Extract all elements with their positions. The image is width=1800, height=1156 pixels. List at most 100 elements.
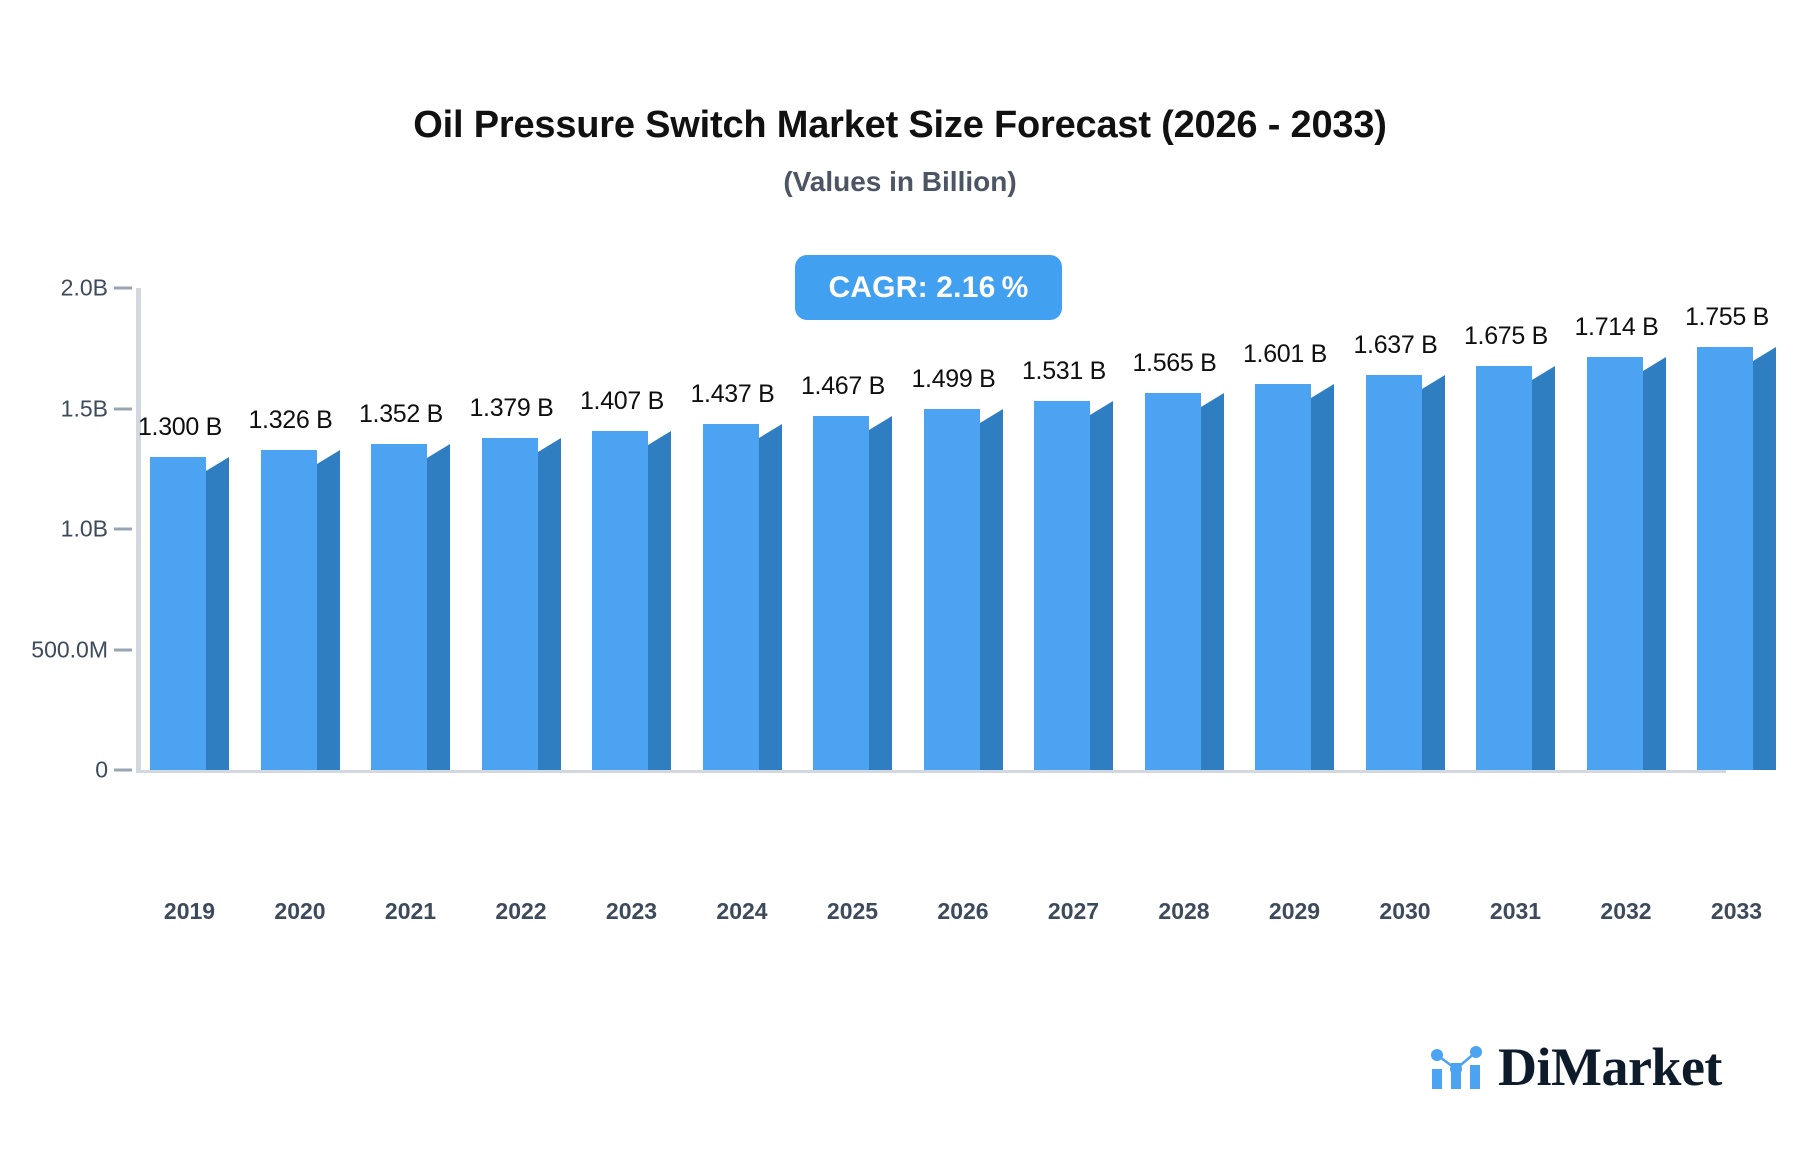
x-axis-tick-label: 2024	[716, 898, 768, 924]
y-axis-tick-label: 500.0M	[31, 636, 108, 662]
bar-front-face	[1034, 401, 1090, 770]
cagr-badge: CAGR: 2.16 %	[795, 255, 1062, 320]
bar-top-face	[1421, 375, 1445, 390]
bar-top-face	[206, 456, 229, 471]
bar-side-face	[1200, 406, 1224, 770]
bar[interactable]	[150, 456, 229, 770]
y-axis-tick-mark	[114, 648, 132, 651]
bar-front-face	[923, 408, 980, 770]
bar-side-face	[1642, 370, 1666, 770]
bar-front-face	[702, 423, 759, 770]
bar[interactable]	[923, 408, 1003, 770]
x-axis-tick-label: 2022	[495, 898, 547, 924]
page-title: Oil Pressure Switch Market Size Forecast…	[413, 104, 1387, 146]
bar-side-face	[648, 444, 671, 770]
bar-side-face	[537, 451, 561, 770]
brand-logo: DiMarket	[1430, 1040, 1722, 1094]
bar[interactable]	[481, 437, 561, 770]
bar-side-face	[979, 422, 1003, 770]
x-axis-tick-label: 2026	[937, 898, 989, 924]
bar-side-face	[869, 430, 892, 770]
bar-value-label: 1.407 B	[579, 386, 665, 415]
bar-top-face	[427, 444, 450, 459]
bar-value-label: 1.467 B	[800, 372, 886, 401]
x-axis-tick-label: 2028	[1158, 898, 1210, 924]
bar-side-face	[1311, 398, 1334, 770]
bar-value-label: 1.352 B	[358, 400, 444, 429]
bar-chart-logo-icon	[1430, 1043, 1484, 1091]
x-axis-tick-label: 2020	[274, 898, 326, 924]
bar-value-label: 1.714 B	[1574, 312, 1659, 341]
x-axis-tick-label: 2025	[826, 898, 879, 924]
bar-value-label: 1.637 B	[1353, 331, 1438, 360]
bar-value-label: 1.379 B	[469, 393, 554, 422]
bar-front-face	[592, 430, 648, 770]
bar-front-face	[813, 416, 869, 770]
bar-side-face	[206, 470, 229, 770]
y-axis-tick-label: 1.0B	[60, 515, 108, 542]
x-axis-tick-label: 2032	[1600, 898, 1652, 924]
bar-top-face	[1090, 401, 1113, 416]
bar[interactable]	[1476, 366, 1555, 770]
bar-top-face	[1311, 384, 1334, 399]
bar-side-face	[1421, 389, 1445, 770]
bar-value-label: 1.531 B	[1021, 357, 1107, 386]
bar[interactable]	[1586, 356, 1666, 770]
bar[interactable]	[1255, 384, 1334, 770]
bar-top-face	[1532, 366, 1555, 381]
bar-value-label: 1.300 B	[137, 412, 223, 441]
y-axis-tick-label: 1.5B	[60, 395, 108, 421]
x-axis-line	[136, 770, 1726, 773]
y-axis-tick-mark	[114, 527, 132, 531]
bar[interactable]	[1697, 347, 1776, 770]
bar-value-label: 1.565 B	[1132, 348, 1217, 377]
bar[interactable]	[371, 444, 450, 770]
bar[interactable]	[813, 416, 892, 770]
bar-top-face	[869, 416, 892, 431]
bar-front-face	[371, 444, 427, 770]
bar-front-face	[150, 456, 206, 770]
bar-side-face	[1090, 415, 1113, 770]
y-axis-tick-mark	[114, 286, 132, 290]
x-axis-tick-label: 2031	[1489, 898, 1542, 924]
y-axis-line	[136, 288, 141, 772]
bar-side-face	[758, 437, 782, 770]
bar-top-face	[316, 450, 340, 465]
brand-logo-text: DiMarket	[1498, 1037, 1722, 1097]
bar[interactable]	[592, 430, 671, 770]
bar-value-label: 1.675 B	[1463, 322, 1549, 351]
bar-front-face	[1586, 356, 1643, 770]
bar[interactable]	[1144, 392, 1224, 770]
y-axis-tick-label: 0	[95, 756, 108, 783]
bar-side-face	[1753, 361, 1776, 770]
bar-value-label: 1.437 B	[690, 379, 775, 408]
bar-side-face	[316, 464, 340, 770]
bar[interactable]	[1365, 375, 1445, 770]
bar-value-label: 1.755 B	[1684, 303, 1770, 332]
bar[interactable]	[260, 450, 340, 770]
bar-value-label: 1.326 B	[248, 406, 333, 435]
bar-top-face	[758, 423, 782, 438]
bar-front-face	[1144, 392, 1201, 770]
bar-top-face	[1200, 392, 1224, 407]
bar-side-face	[1532, 380, 1555, 770]
bar-value-label: 1.601 B	[1242, 340, 1328, 369]
page-subtitle: (Values in Billion)	[783, 166, 1017, 197]
bar[interactable]	[702, 423, 782, 770]
bar-front-face	[1365, 375, 1422, 770]
x-axis-tick-label: 2033	[1710, 898, 1763, 924]
bar-front-face	[260, 450, 317, 770]
bar-top-face	[1753, 347, 1776, 362]
y-axis-tick-mark	[114, 407, 132, 410]
bar[interactable]	[1034, 401, 1113, 770]
cagr-badge-label: CAGR: 2.16 %	[828, 270, 1029, 304]
x-axis-tick-label: 2023	[605, 898, 658, 924]
x-axis-tick-label: 2019	[163, 898, 216, 924]
y-axis-tick-label: 2.0B	[60, 274, 108, 301]
bar-front-face	[1255, 384, 1311, 770]
x-axis-tick-label: 2030	[1379, 898, 1431, 924]
bar-value-label: 1.499 B	[911, 364, 996, 393]
x-axis-tick-label: 2021	[384, 898, 437, 924]
bar-top-face	[979, 408, 1003, 423]
